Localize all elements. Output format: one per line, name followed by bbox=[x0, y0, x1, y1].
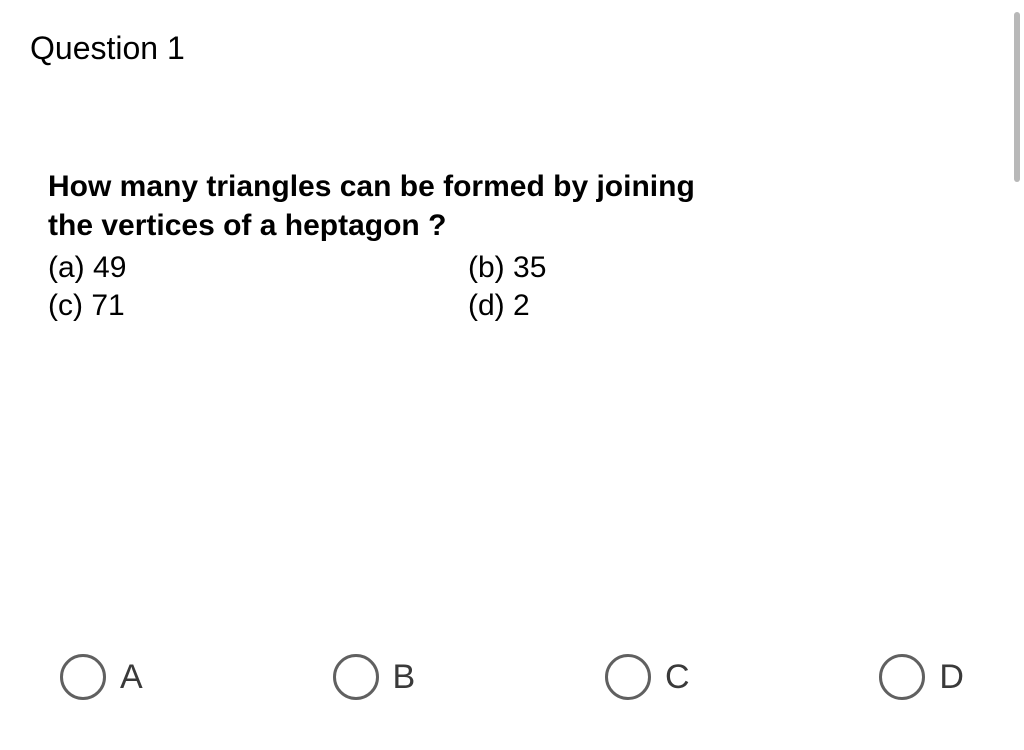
option-c-prefix: (c) bbox=[48, 289, 83, 322]
radio-label-d: D bbox=[939, 658, 964, 697]
options-grid: (a) 49 (b) 35 (c) 71 (d) 2 bbox=[48, 251, 868, 323]
radio-circle-icon bbox=[333, 654, 379, 700]
question-text-line2: the vertices of a heptagon ? bbox=[48, 209, 446, 242]
option-b: (b) 35 bbox=[468, 251, 868, 285]
question-text-line1: How many triangles can be formed by join… bbox=[48, 170, 695, 203]
option-d: (d) 2 bbox=[468, 289, 868, 323]
radio-label-b: B bbox=[393, 658, 416, 697]
option-b-prefix: (b) bbox=[468, 251, 505, 284]
radio-option-c[interactable]: C bbox=[605, 654, 690, 700]
option-a: (a) 49 bbox=[48, 251, 448, 285]
option-d-prefix: (d) bbox=[468, 289, 505, 322]
radio-option-a[interactable]: A bbox=[60, 654, 143, 700]
option-d-value: 2 bbox=[513, 289, 530, 322]
radio-label-c: C bbox=[665, 658, 690, 697]
option-b-value: 35 bbox=[513, 251, 546, 284]
answer-row: A B C D bbox=[30, 654, 994, 700]
question-title: Question 1 bbox=[30, 30, 994, 67]
radio-circle-icon bbox=[879, 654, 925, 700]
radio-circle-icon bbox=[605, 654, 651, 700]
option-c: (c) 71 bbox=[48, 289, 448, 323]
radio-option-b[interactable]: B bbox=[333, 654, 416, 700]
question-body: How many triangles can be formed by join… bbox=[30, 167, 994, 323]
scrollbar-thumb[interactable] bbox=[1014, 12, 1020, 182]
option-a-value: 49 bbox=[93, 251, 126, 284]
option-c-value: 71 bbox=[91, 289, 124, 322]
radio-circle-icon bbox=[60, 654, 106, 700]
question-container: Question 1 How many triangles can be for… bbox=[0, 0, 1024, 750]
radio-label-a: A bbox=[120, 658, 143, 697]
radio-option-d[interactable]: D bbox=[879, 654, 964, 700]
question-text: How many triangles can be formed by join… bbox=[48, 167, 994, 245]
option-a-prefix: (a) bbox=[48, 251, 85, 284]
